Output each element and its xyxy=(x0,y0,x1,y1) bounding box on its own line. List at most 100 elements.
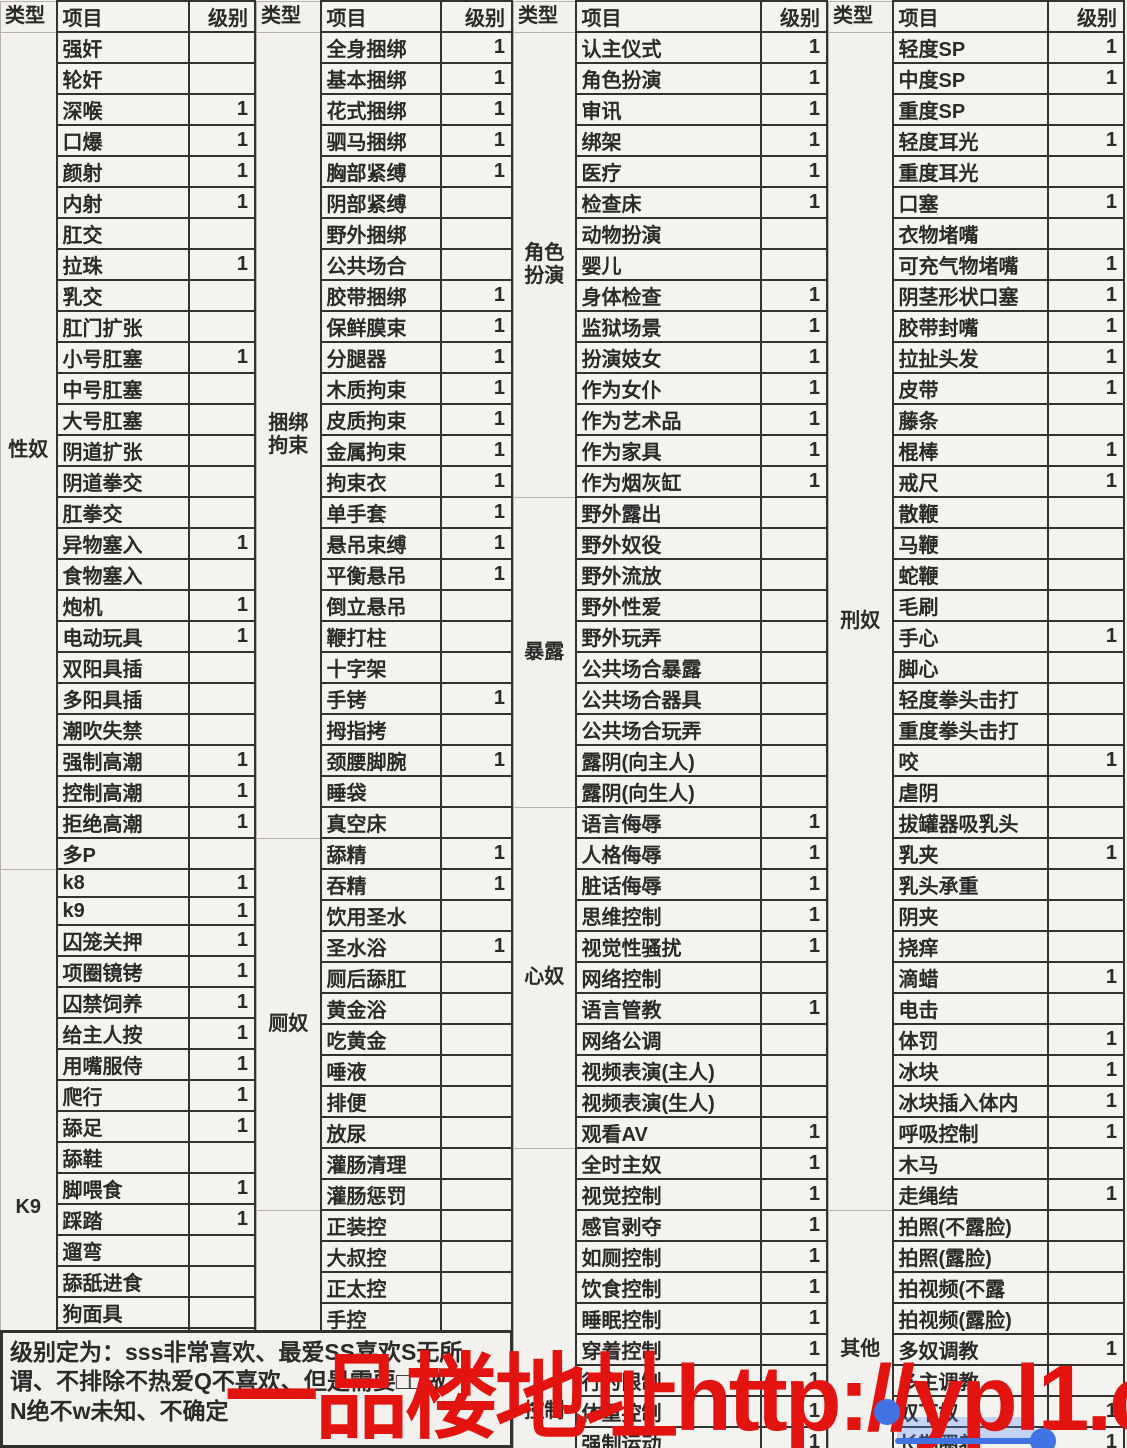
text-selection-bar[interactable] xyxy=(895,1438,1041,1444)
table-row: 电动玩具 1 xyxy=(1,620,256,653)
item-cell: 行为限制 xyxy=(574,1364,762,1397)
table-row: 阴道拳交 xyxy=(1,465,256,498)
level-cell: 1 xyxy=(1047,279,1125,312)
item-cell: 颜射 xyxy=(55,155,190,188)
table-row: 真空床 xyxy=(257,806,513,839)
level-cell: 1 xyxy=(760,1333,828,1366)
level-cell xyxy=(760,620,828,653)
table-row: 野外流放 xyxy=(514,558,828,591)
level-cell xyxy=(760,589,828,622)
table-row: 衣物堵嘴 xyxy=(829,217,1125,250)
item-cell: 中号肛塞 xyxy=(55,372,190,405)
level-cell xyxy=(440,651,513,684)
level-cell xyxy=(440,589,513,622)
item-cell: 基本捆绑 xyxy=(319,62,442,95)
level-cell: 1 xyxy=(440,372,513,405)
level-cell: 1 xyxy=(1047,1085,1125,1118)
table-row: 圣水浴 1 xyxy=(257,930,513,963)
level-cell: 1 xyxy=(760,93,828,126)
table-row: 角色扮演 1 xyxy=(514,62,828,95)
table-row: 拍视频(露脸) xyxy=(829,1302,1125,1335)
item-cell: 婴儿 xyxy=(574,248,762,281)
level-cell xyxy=(188,62,256,95)
item-cell: 脚喂食 xyxy=(55,1172,190,1205)
level-cell xyxy=(1047,155,1125,188)
item-cell: 可充气物堵嘴 xyxy=(891,248,1049,281)
table-row: 大号肛塞 xyxy=(1,403,256,436)
level-cell: 1 xyxy=(1047,1116,1125,1149)
table-row: 多阳具插 xyxy=(1,682,256,715)
table-row: 悬吊束缚 1 xyxy=(257,527,513,560)
level-cell: 1 xyxy=(760,1209,828,1242)
table-row: 控制高潮 1 xyxy=(1,775,256,808)
level-cell xyxy=(760,248,828,281)
item-cell: 拍照(露脸) xyxy=(891,1240,1049,1273)
item-cell: k8 xyxy=(55,868,190,898)
level-cell: 1 xyxy=(188,955,256,988)
item-cell: 花式捆绑 xyxy=(319,93,442,126)
selection-handle-left[interactable] xyxy=(874,1399,900,1425)
item-cell: 多奴调教 xyxy=(891,1333,1049,1366)
header-level: 级别 xyxy=(1047,0,1125,33)
item-cell: 露阴(向生人) xyxy=(574,775,762,808)
table-row: 轮奸 xyxy=(1,62,256,95)
item-cell: 脚心 xyxy=(891,651,1049,684)
level-cell xyxy=(188,1141,256,1174)
level-cell: 1 xyxy=(440,93,513,126)
table-row: 戒尺 1 xyxy=(829,465,1125,498)
item-cell: 重度拳头击打 xyxy=(891,713,1049,746)
item-cell: 咬 xyxy=(891,744,1049,777)
table-row: 花式捆绑 1 xyxy=(257,93,513,126)
item-cell: 挠痒 xyxy=(891,930,1049,963)
level-cell: 1 xyxy=(1047,744,1125,777)
table-row: 性奴 强奸 xyxy=(0,31,256,870)
item-cell: 公共场合暴露 xyxy=(574,651,762,684)
level-cell xyxy=(1047,1240,1125,1273)
table-row: 可充气物堵嘴 1 xyxy=(829,248,1125,281)
level-cell: 1 xyxy=(1047,1178,1125,1211)
table-row: 拍照(露脸) xyxy=(829,1240,1125,1273)
header-item: 项目 xyxy=(55,0,190,33)
level-cell: 1 xyxy=(440,465,513,498)
item-cell: 藤条 xyxy=(891,403,1049,436)
level-cell: 1 xyxy=(760,899,828,932)
item-cell: 网络公调 xyxy=(574,1023,762,1056)
item-cell: 如厕控制 xyxy=(574,1240,762,1273)
item-cell: 木质拘束 xyxy=(319,372,442,405)
level-cell xyxy=(1047,806,1125,839)
item-cell: 衣物堵嘴 xyxy=(891,217,1049,250)
item-cell: 认主仪式 xyxy=(574,31,762,64)
level-cell xyxy=(760,496,828,529)
column-group-1-wrap: 类型 项目 级别 性奴 强奸 轮奸 深喉 1 口爆 1 颜射 1 内射 1 肛交 拉珠 1 乳交 肛门扩张 小号肛塞 1… xyxy=(0,0,256,1448)
level-cell: 1 xyxy=(440,930,513,963)
level-cell: 1 xyxy=(1047,372,1125,405)
item-cell: 野外玩弄 xyxy=(574,620,762,653)
table-row: 中度SP 1 xyxy=(829,62,1125,95)
selection-handle-right[interactable] xyxy=(1030,1428,1056,1448)
item-cell: 体罚 xyxy=(891,1023,1049,1056)
table-row: 囚禁饲养 1 xyxy=(1,986,256,1019)
table-row: 控制 全时主奴 1 xyxy=(513,1147,828,1448)
level-cell: 1 xyxy=(1047,837,1125,870)
level-cell: 1 xyxy=(188,868,256,898)
item-cell: 手心 xyxy=(891,620,1049,653)
level-cell: 1 xyxy=(188,1048,256,1081)
header-item: 项目 xyxy=(891,0,1049,33)
level-cell: 1 xyxy=(188,186,256,219)
table-row: 刑奴 轻度SP 1 xyxy=(828,31,1125,1211)
category-label: 厕奴 xyxy=(256,837,321,1211)
level-cell xyxy=(188,651,256,684)
level-cell: 1 xyxy=(760,1426,828,1448)
item-cell: 阴夹 xyxy=(891,899,1049,932)
table-row: 婴儿 xyxy=(514,248,828,281)
level-cell: 1 xyxy=(188,924,256,957)
table-row: 拉扯头发 1 xyxy=(829,341,1125,374)
level-cell xyxy=(188,713,256,746)
level-cell xyxy=(1047,496,1125,529)
table-row: 保鲜膜束 1 xyxy=(257,310,513,343)
level-cell xyxy=(188,1265,256,1298)
table-row: 轻度耳光 1 xyxy=(829,124,1125,157)
level-cell xyxy=(760,217,828,250)
category-label: 心奴 xyxy=(513,806,576,1149)
item-cell: 网络控制 xyxy=(574,961,762,994)
